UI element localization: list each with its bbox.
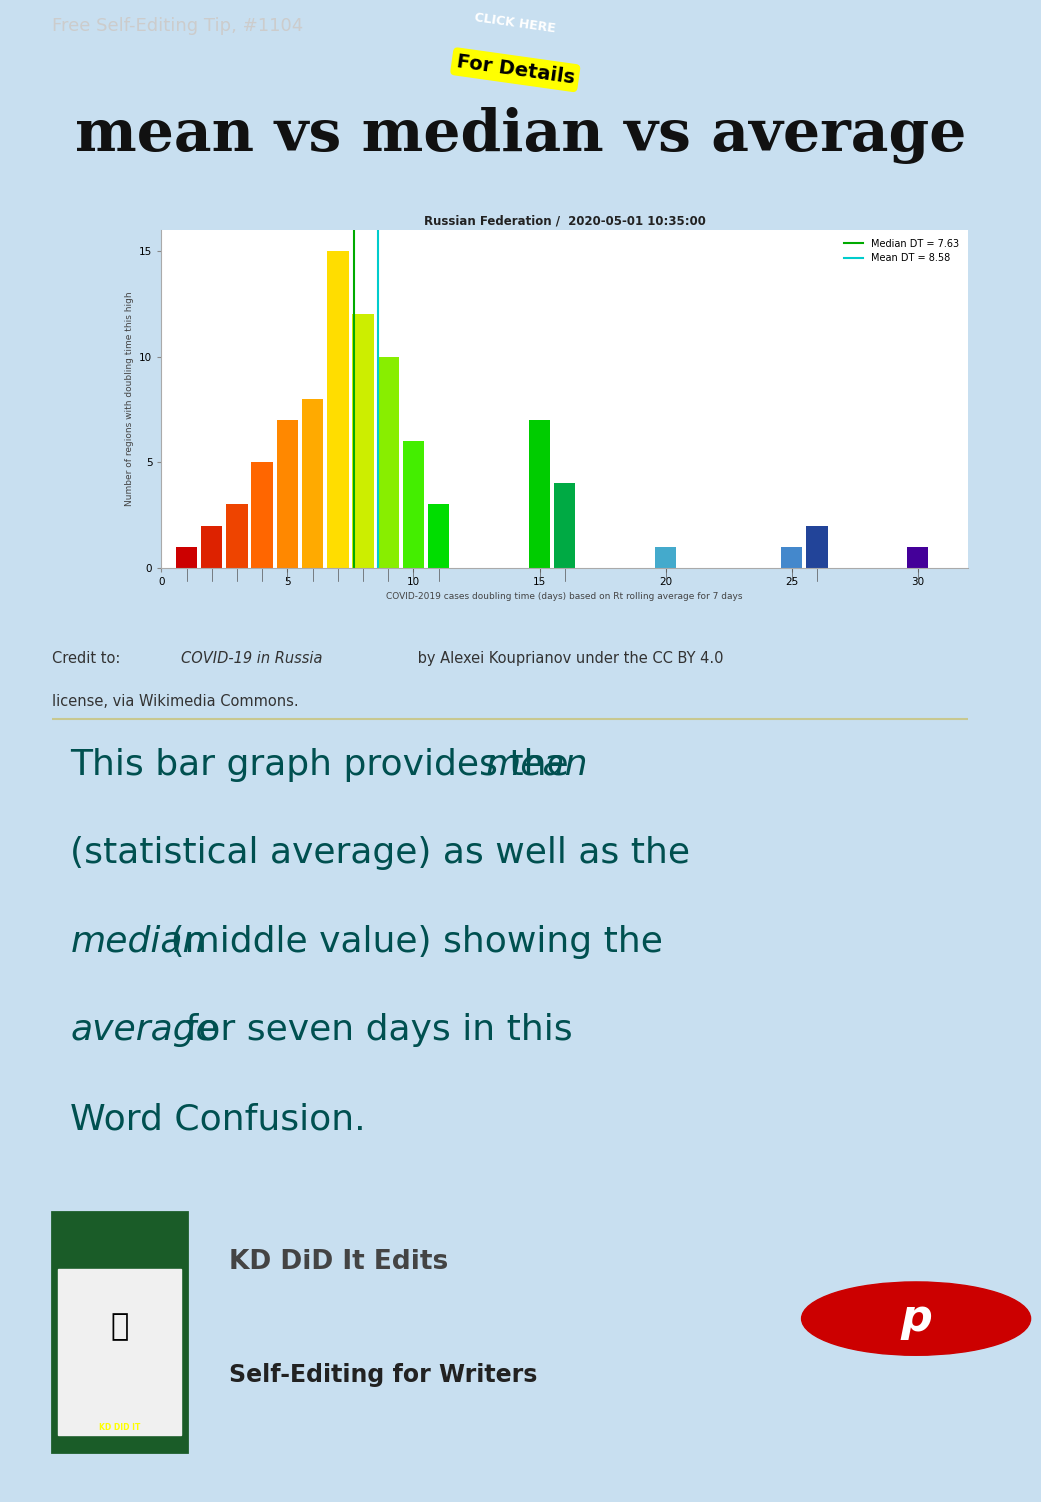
Text: Self-Editing for Writers: Self-Editing for Writers xyxy=(229,1364,537,1388)
Text: license, via Wikimedia Commons.: license, via Wikimedia Commons. xyxy=(52,694,299,709)
Text: 🦗: 🦗 xyxy=(110,1313,129,1341)
Bar xyxy=(302,398,324,568)
Bar xyxy=(428,505,450,568)
Text: mean vs median vs average: mean vs median vs average xyxy=(75,107,966,164)
Bar xyxy=(201,526,223,568)
Bar xyxy=(907,547,929,568)
Bar xyxy=(781,547,803,568)
Text: (statistical average) as well as the: (statistical average) as well as the xyxy=(71,837,690,870)
Circle shape xyxy=(802,1281,1031,1355)
FancyBboxPatch shape xyxy=(52,1212,187,1452)
Text: Credit to:: Credit to: xyxy=(52,650,125,665)
Text: KD DID IT: KD DID IT xyxy=(99,1422,141,1431)
Bar xyxy=(327,251,349,568)
Bar xyxy=(378,356,399,568)
Bar xyxy=(226,505,248,568)
Legend: Median DT = 7.63, Mean DT = 8.58: Median DT = 7.63, Mean DT = 8.58 xyxy=(840,234,963,267)
Text: mean: mean xyxy=(486,748,588,781)
Bar xyxy=(554,484,576,568)
FancyBboxPatch shape xyxy=(58,1269,181,1436)
Bar xyxy=(252,463,273,568)
Y-axis label: Number of regions with doubling time this high: Number of regions with doubling time thi… xyxy=(125,291,133,506)
Text: average: average xyxy=(71,1014,219,1047)
Bar xyxy=(806,526,828,568)
Text: For Details: For Details xyxy=(455,53,576,87)
Text: for seven days in this: for seven days in this xyxy=(174,1014,573,1047)
X-axis label: COVID-2019 cases doubling time (days) based on Rt rolling average for 7 days: COVID-2019 cases doubling time (days) ba… xyxy=(386,592,743,601)
Bar xyxy=(176,547,198,568)
Text: KD DiD It Edits: KD DiD It Edits xyxy=(229,1250,449,1275)
Text: COVID-19 in Russia: COVID-19 in Russia xyxy=(181,650,323,665)
Text: CLICK HERE: CLICK HERE xyxy=(474,12,557,36)
Text: Free Self-Editing Tip, #1104: Free Self-Editing Tip, #1104 xyxy=(52,17,303,35)
Title: Russian Federation /  2020-05-01 10:35:00: Russian Federation / 2020-05-01 10:35:00 xyxy=(424,215,706,227)
Bar xyxy=(277,421,298,568)
Bar xyxy=(655,547,677,568)
Text: median: median xyxy=(71,925,206,958)
Text: (middle value) showing the: (middle value) showing the xyxy=(159,925,663,958)
Text: p: p xyxy=(900,1298,932,1340)
Text: Word Confusion.: Word Confusion. xyxy=(71,1102,366,1136)
Bar xyxy=(403,442,424,568)
Text: by Alexei Kouprianov under the CC BY 4.0: by Alexei Kouprianov under the CC BY 4.0 xyxy=(413,650,723,665)
Bar xyxy=(352,314,374,568)
Text: This bar graph provides the: This bar graph provides the xyxy=(71,748,581,781)
Bar xyxy=(529,421,551,568)
